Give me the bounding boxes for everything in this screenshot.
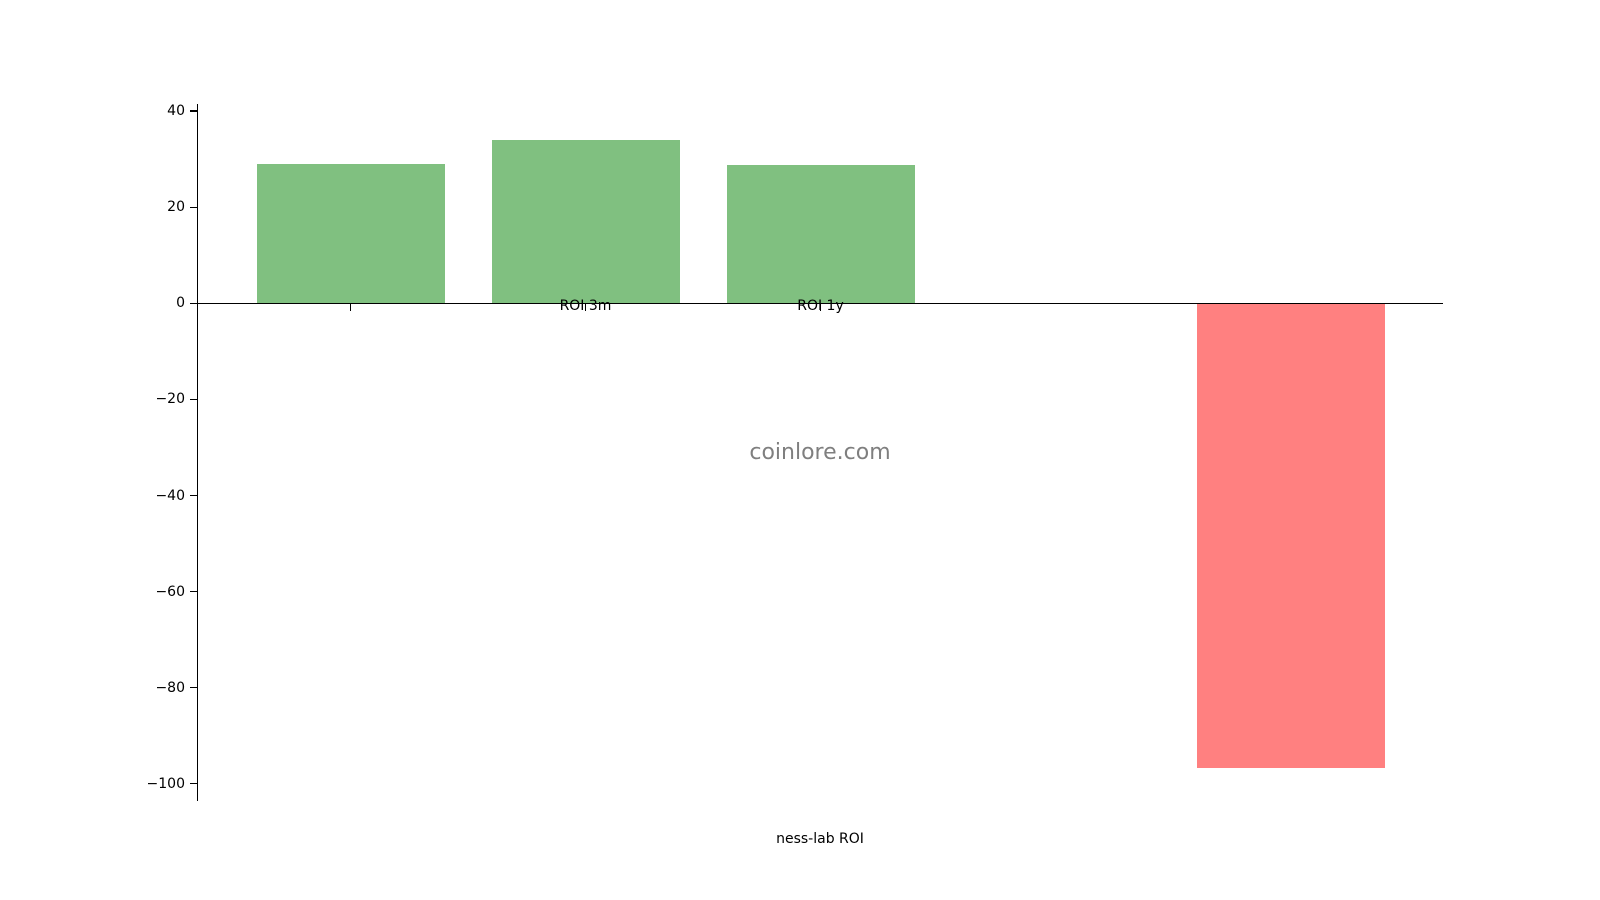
y-tick-mark [190,687,197,689]
x-tick-mark [819,303,822,311]
y-tick-mark [190,110,197,112]
y-tick-label: −60 [155,583,185,600]
x-tick-mark [584,303,587,311]
y-tick-mark [190,590,197,593]
y-tick-label: 40 [167,103,185,120]
watermark: coinlore.com [749,440,891,465]
y-tick-label: −100 [146,775,185,792]
y-tick-label: 20 [167,199,185,216]
y-tick-label: −80 [155,679,185,696]
x-tick-mark [349,303,352,311]
y-tick-label: 0 [176,295,185,312]
bar [491,139,680,304]
y-tick-mark [190,494,197,497]
chart-title: ness-lab ROI [776,831,864,847]
y-tick-mark [190,398,197,401]
y-tick-label: −20 [155,391,185,408]
y-tick-mark [190,783,197,785]
y-tick-mark [190,206,197,208]
bar [256,163,445,304]
y-axis-spine [196,104,198,801]
y-tick-label: −40 [155,487,185,504]
y-tick-mark [190,302,197,304]
x-axis-zero-line [197,302,1443,304]
bar [726,165,915,304]
bar [1196,303,1385,769]
